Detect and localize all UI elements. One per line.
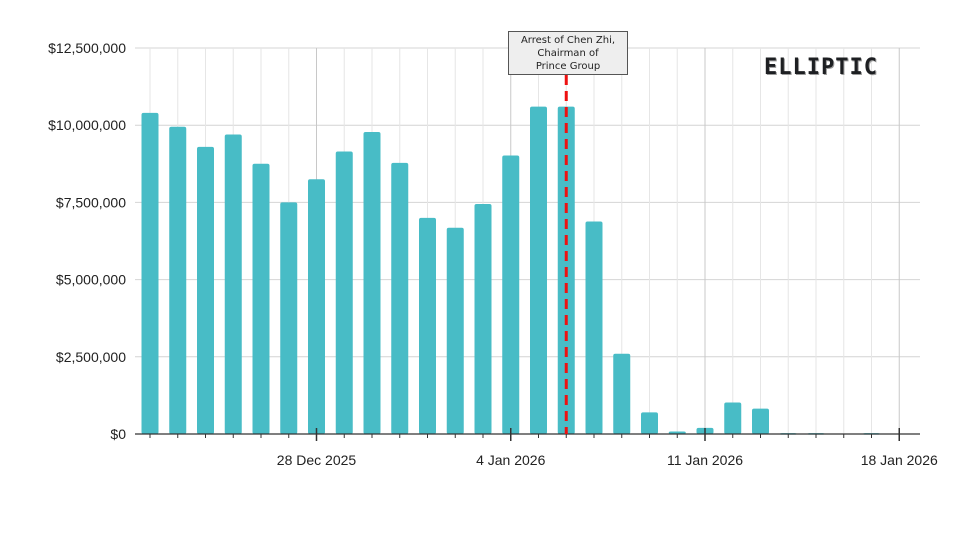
bar-30-Dec-2025	[363, 131, 381, 435]
x-tick-label: 28 Dec 2025	[277, 452, 357, 468]
bar-26-Dec-2025	[252, 163, 270, 435]
bar-4-Jan-2026	[502, 155, 520, 434]
bar-27-Dec-2025	[280, 202, 298, 434]
y-tick-label: $7,500,000	[56, 194, 126, 210]
bar-8-Jan-2026	[613, 353, 631, 434]
bar-7-Jan-2026	[585, 221, 603, 434]
bar-3-Jan-2026	[474, 203, 492, 434]
bar-22-Dec-2025	[141, 112, 159, 435]
annotation-line-1: Arrest of Chen Zhi,	[520, 35, 616, 46]
bar-31-Dec-2025	[391, 162, 409, 434]
bar-1-Jan-2026	[419, 217, 436, 434]
y-tick-label: $2,500,000	[56, 349, 126, 365]
x-tick-label: 18 Jan 2026	[861, 452, 938, 468]
bar-9-Jan-2026	[641, 412, 658, 434]
elliptic-logo: ELLIPTIC	[764, 55, 878, 80]
bar-24-Dec-2025	[197, 146, 214, 435]
annotation-line-3: Prince Group	[535, 61, 601, 72]
y-tick-label: $0	[110, 426, 126, 442]
bar-5-Jan-2026	[530, 106, 547, 434]
annotation-line-2: Chairman of	[537, 48, 599, 59]
bar-28-Dec-2025	[308, 179, 325, 434]
event-annotation: Arrest of Chen Zhi, Chairman of Prince G…	[508, 31, 628, 75]
x-tick-label: 4 Jan 2026	[476, 452, 545, 468]
bar-25-Dec-2025	[224, 134, 242, 435]
y-tick-label: $12,500,000	[48, 40, 126, 56]
y-tick-label: $10,000,000	[48, 117, 126, 133]
x-tick-label: 11 Jan 2026	[667, 452, 743, 468]
y-tick-label: $5,000,000	[56, 272, 126, 288]
bar-29-Dec-2025	[335, 151, 353, 434]
bar-12-Jan-2026	[724, 402, 742, 434]
bar-23-Dec-2025	[169, 126, 187, 434]
bar-13-Jan-2026	[752, 408, 769, 434]
bar-2-Jan-2026	[446, 227, 464, 434]
bar-10-Jan-2026	[668, 431, 686, 434]
